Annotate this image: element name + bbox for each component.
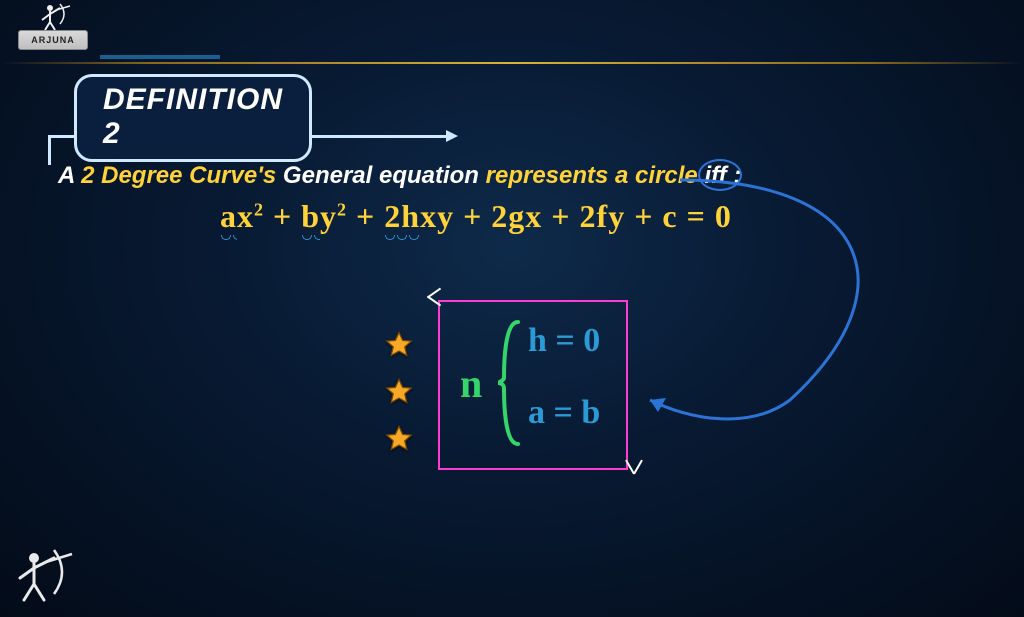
condition-brace	[498, 318, 524, 448]
sentence-degree: 2 Degree Curve's	[81, 162, 283, 189]
eq-plus2: +	[356, 198, 384, 234]
eq-x-exp: 2	[254, 199, 264, 219]
sentence-general: General equation	[283, 162, 486, 189]
gold-divider	[0, 62, 1024, 64]
eq-plus1: +	[273, 198, 301, 234]
eq-y-exp: 2	[337, 199, 347, 219]
definition-rule-arrowhead	[446, 130, 458, 142]
eq-x: x	[237, 198, 254, 234]
annotation-arrow	[610, 170, 930, 450]
condition-n-label: n	[460, 360, 482, 407]
accent-bar	[100, 55, 220, 59]
eq-y: y	[320, 198, 337, 234]
archer-icon	[14, 548, 74, 609]
condition-a-equals-b: a = b	[528, 394, 600, 432]
eq-b: b	[301, 198, 320, 235]
definition-badge: DEFINITION 2	[74, 74, 312, 162]
eq-2h: 2h	[384, 198, 420, 235]
sentence-a: A	[58, 162, 81, 189]
definition-rule-vertical	[48, 135, 51, 165]
star-rating-stack	[384, 330, 414, 459]
brand-plate: ARJUNA	[18, 30, 88, 50]
condition-h-equals-0: h = 0	[528, 322, 600, 360]
star-icon	[384, 377, 414, 412]
eq-a: a	[220, 198, 237, 235]
star-icon	[384, 424, 414, 459]
box-tick	[633, 460, 643, 475]
star-icon	[384, 330, 414, 365]
top-strip: ARJUNA	[0, 0, 1024, 54]
